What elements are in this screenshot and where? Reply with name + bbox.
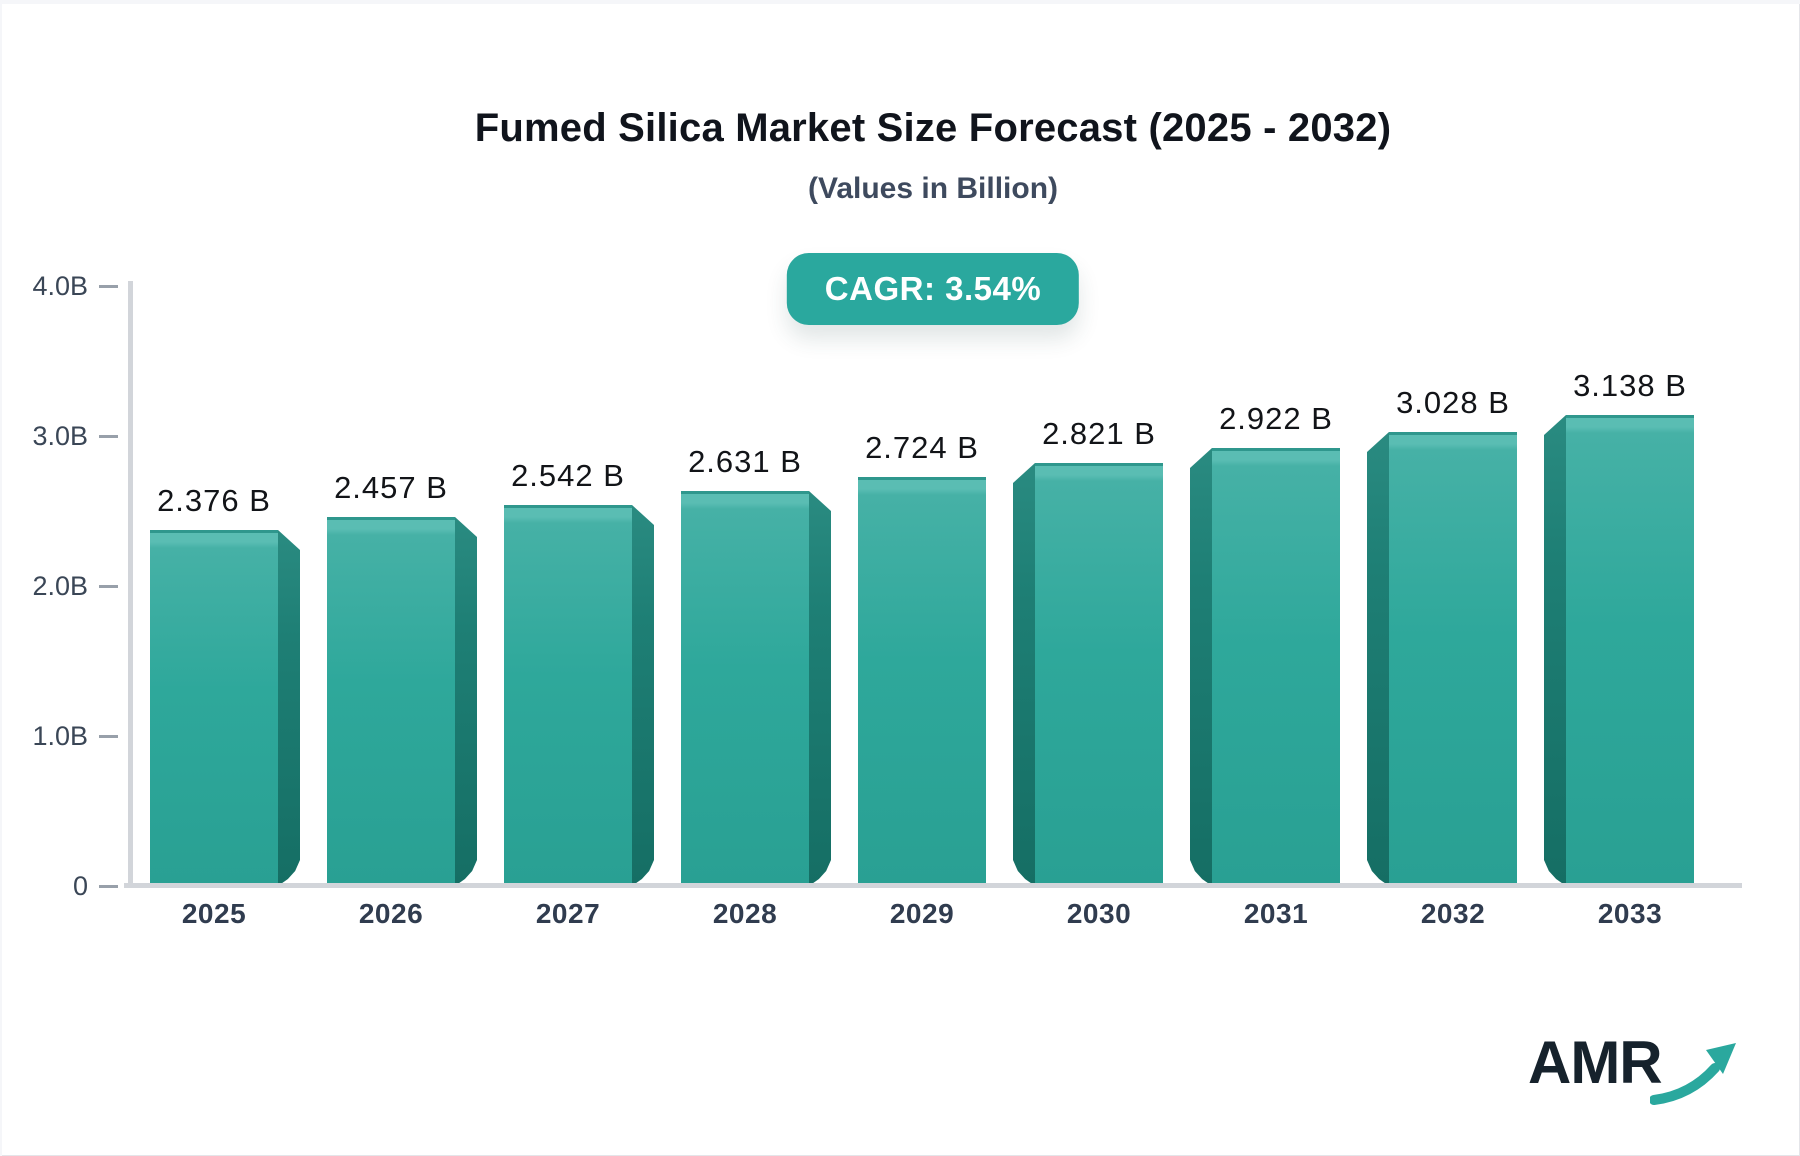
bar-2032: 3.028 B: [1389, 385, 1517, 886]
bar-value-label: 2.631 B: [688, 444, 802, 479]
bar-value-label: 2.821 B: [1042, 416, 1156, 451]
y-axis-tick-dash: [99, 585, 118, 588]
bar-front-face: [504, 505, 632, 886]
x-axis-label: 2028: [712, 898, 778, 929]
y-axis-tick-label: 0: [72, 871, 88, 901]
y-axis-tick-label: 1.0B: [32, 721, 88, 751]
bar-2025: 2.376 B: [150, 483, 278, 886]
bar-side-face: [1544, 415, 1566, 886]
bar-2033: 3.138 B: [1566, 368, 1694, 886]
bar-side-face: [1013, 463, 1035, 886]
bar-side-face: [632, 505, 654, 886]
bar-side-face: [455, 517, 477, 886]
x-axis-label: 2031: [1243, 898, 1309, 929]
y-axis-tick-dash: [99, 885, 118, 888]
bar-front-face: [1566, 415, 1694, 886]
bar-side-face: [1367, 432, 1389, 886]
y-axis-tick-label: 2.0B: [32, 571, 88, 601]
bar-2030: 2.821 B: [1035, 416, 1163, 886]
bar-value-label: 2.376 B: [157, 483, 271, 518]
bar-2027: 2.542 B: [504, 458, 632, 886]
bar-front-face: [150, 530, 278, 886]
bar-side-face: [809, 491, 831, 886]
x-axis-label: 2029: [889, 898, 955, 929]
bar-side-face: [1190, 448, 1212, 886]
x-axis-label: 2025: [181, 898, 247, 929]
bar-2029: 2.724 B: [858, 430, 986, 886]
bar-value-label: 2.724 B: [865, 430, 979, 465]
y-axis-line: [128, 281, 133, 886]
bar-value-label: 2.457 B: [334, 470, 448, 505]
bar-front-face: [858, 477, 986, 886]
amr-logo: AMR: [1528, 1033, 1738, 1105]
x-axis-line: [124, 883, 1742, 888]
amr-logo-text: AMR: [1528, 1029, 1663, 1096]
window-edge-left: [0, 0, 2, 1156]
bar-2031: 2.922 B: [1212, 401, 1340, 886]
growth-arrow-icon: [1649, 1043, 1736, 1105]
y-axis-tick-dash: [99, 285, 118, 288]
x-axis-label: 2030: [1066, 898, 1132, 929]
x-axis-label: 2032: [1420, 898, 1486, 929]
page-subtitle: (Values in Billion): [807, 172, 1059, 205]
bar-front-face: [327, 517, 455, 886]
y-axis-tick-label: 3.0B: [32, 421, 88, 451]
x-axis-label: 2026: [358, 898, 424, 929]
bar-2028: 2.631 B: [681, 444, 809, 886]
bar-front-face: [1389, 432, 1517, 886]
bar-2026: 2.457 B: [327, 470, 455, 886]
bar-value-label: 2.922 B: [1219, 401, 1333, 436]
window-edge-top: [0, 0, 1800, 4]
x-axis-label: 2033: [1597, 898, 1663, 929]
page-title: Fumed Silica Market Size Forecast (2025 …: [474, 106, 1392, 150]
bar-value-label: 2.542 B: [511, 458, 625, 493]
y-axis-tick-label: 4.0B: [32, 271, 88, 301]
y-axis-tick-dash: [99, 435, 118, 438]
bar-front-face: [1035, 463, 1163, 886]
bar-front-face: [1212, 448, 1340, 886]
cagr-badge: CAGR: 3.54%: [786, 253, 1080, 325]
bar-side-face: [278, 530, 300, 886]
y-axis-tick-dash: [99, 735, 118, 738]
bar-value-label: 3.138 B: [1573, 368, 1687, 403]
bar-value-label: 3.028 B: [1396, 385, 1510, 420]
bar-front-face: [681, 491, 809, 886]
x-axis-label: 2027: [535, 898, 601, 929]
